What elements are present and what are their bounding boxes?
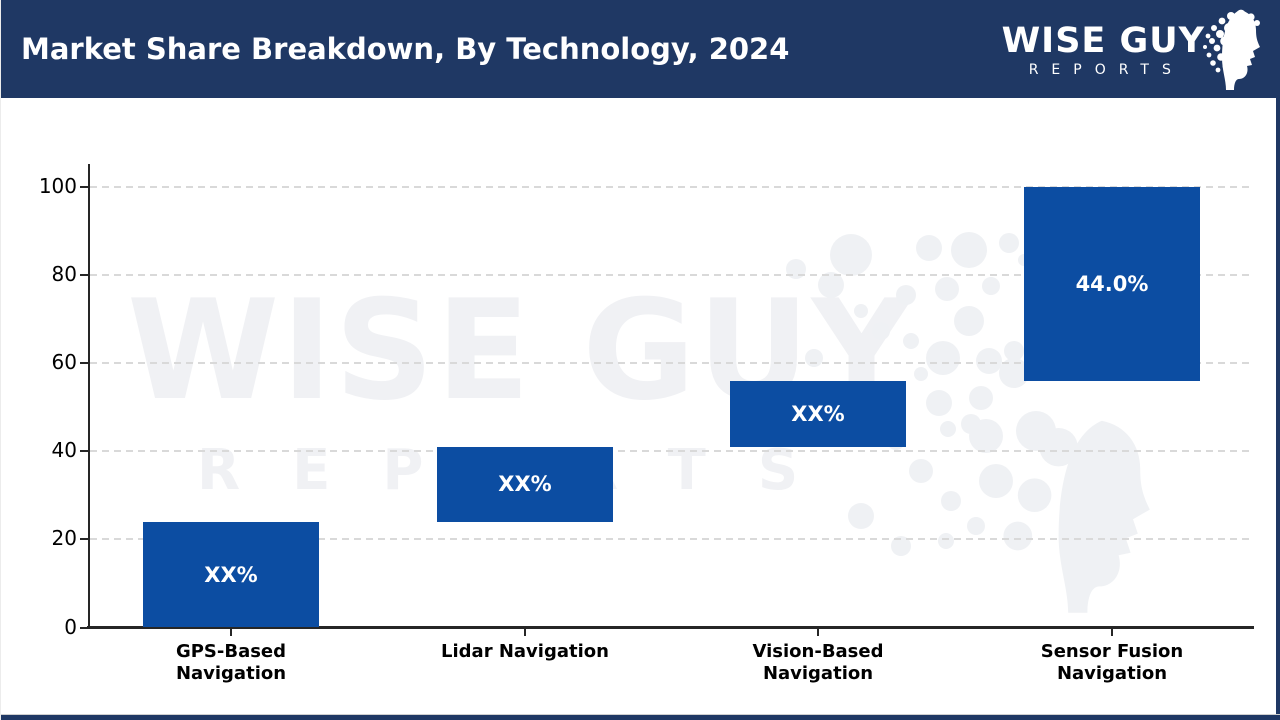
bottom-border: [1, 714, 1280, 720]
x-tick-label-vision-based-navigation: Vision-Based Navigation: [698, 641, 938, 685]
y-tick-label-100: 100: [38, 173, 77, 198]
bar-value-label: XX%: [204, 562, 258, 587]
y-tick-0: [80, 626, 89, 629]
gridline-y20: [90, 538, 1254, 541]
logo-wordmark: WISE GUY: [1001, 21, 1205, 61]
x-tick-gps-based-navigation: [230, 628, 232, 636]
plot-region: WISE GUY REPORTS: [1, 98, 1280, 715]
logo-face-icon: [1203, 9, 1260, 90]
chart-title: Market Share Breakdown, By Technology, 2…: [21, 32, 790, 66]
x-tick-vision-based-navigation: [817, 628, 819, 636]
x-tick-label-line: Lidar Navigation: [441, 641, 609, 662]
plot-area: 0 20 40 60 80 100 XX% GPS-Based Navigation XX% Lid…: [1, 98, 1280, 715]
bar-gps-based-navigation: XX%: [143, 521, 319, 628]
y-tick-20: [80, 538, 89, 541]
y-tick-80: [80, 273, 89, 276]
x-tick-label-line: Navigation: [762, 663, 874, 684]
x-tick-label-line: Vision-Based: [752, 641, 884, 662]
x-tick-lidar-navigation: [524, 628, 526, 636]
y-tick-100: [80, 185, 89, 188]
logo-subtitle: REPORTS: [1028, 62, 1184, 78]
x-tick-label-line: GPS-Based: [175, 641, 287, 662]
bar-sensor-fusion-navigation: 44.0%: [1024, 186, 1200, 381]
gridline-y100: [90, 185, 1254, 188]
bar-value-label: XX%: [791, 401, 845, 426]
x-tick-label-line: Navigation: [175, 663, 287, 684]
x-tick-sensor-fusion-navigation: [1111, 628, 1113, 636]
bar-value-label: 44.0%: [1075, 271, 1149, 296]
x-tick-label-gps-based-navigation: GPS-Based Navigation: [111, 641, 351, 685]
y-tick-label-80: 80: [51, 261, 77, 286]
y-axis: [88, 164, 90, 628]
y-tick-label-60: 60: [51, 349, 77, 374]
bar-vision-based-navigation: XX%: [730, 380, 906, 447]
right-border: [1276, 0, 1280, 720]
x-tick-label-line: Sensor Fusion: [1040, 641, 1184, 662]
y-tick-40: [80, 450, 89, 453]
gridline-y60: [90, 361, 1254, 364]
y-tick-label-40: 40: [51, 438, 77, 463]
bar-value-label: XX%: [498, 472, 552, 497]
header-band: Market Share Breakdown, By Technology, 2…: [1, 0, 1280, 98]
y-tick-60: [80, 361, 89, 364]
y-tick-label-20: 20: [51, 526, 77, 551]
wiseguy-logo: WISE GUY REPORTS: [1002, 8, 1269, 92]
x-tick-label-sensor-fusion-navigation: Sensor Fusion Navigation: [992, 641, 1232, 685]
gridline-y80: [90, 273, 1254, 276]
x-tick-label-lidar-navigation: Lidar Navigation: [405, 641, 645, 663]
y-tick-label-0: 0: [64, 614, 77, 639]
gridline-y40: [90, 450, 1254, 453]
x-tick-label-line: Navigation: [1056, 663, 1168, 684]
x-axis: [87, 626, 1254, 629]
bar-lidar-navigation: XX%: [437, 446, 613, 522]
